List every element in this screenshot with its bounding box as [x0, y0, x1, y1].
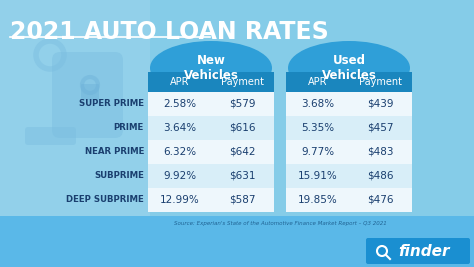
- Text: 2021 AUTO LOAN RATES: 2021 AUTO LOAN RATES: [10, 20, 329, 44]
- FancyBboxPatch shape: [25, 127, 76, 145]
- Text: finder: finder: [398, 244, 450, 258]
- Text: 9.92%: 9.92%: [163, 171, 196, 181]
- Text: $486: $486: [367, 171, 394, 181]
- FancyBboxPatch shape: [366, 238, 470, 264]
- Text: 9.77%: 9.77%: [301, 147, 334, 157]
- Text: 3.68%: 3.68%: [301, 99, 334, 109]
- Text: 3.64%: 3.64%: [163, 123, 196, 133]
- FancyBboxPatch shape: [0, 216, 474, 267]
- Text: 15.91%: 15.91%: [298, 171, 337, 181]
- Text: Used
Vehicles: Used Vehicles: [321, 54, 376, 82]
- Text: $579: $579: [229, 99, 256, 109]
- FancyBboxPatch shape: [286, 164, 412, 188]
- Text: Payment: Payment: [359, 77, 402, 87]
- Text: 6.32%: 6.32%: [163, 147, 196, 157]
- FancyBboxPatch shape: [148, 72, 274, 92]
- Text: SUPER PRIME: SUPER PRIME: [79, 100, 144, 108]
- Text: New
Vehicles: New Vehicles: [183, 54, 238, 82]
- Text: 2.58%: 2.58%: [163, 99, 196, 109]
- Text: 19.85%: 19.85%: [298, 195, 337, 205]
- FancyBboxPatch shape: [148, 92, 274, 116]
- Text: $631: $631: [229, 171, 256, 181]
- Ellipse shape: [288, 41, 410, 95]
- FancyBboxPatch shape: [286, 92, 412, 116]
- Text: $483: $483: [367, 147, 394, 157]
- FancyBboxPatch shape: [148, 140, 274, 164]
- Text: APR: APR: [170, 77, 189, 87]
- FancyBboxPatch shape: [148, 116, 274, 140]
- FancyBboxPatch shape: [286, 140, 412, 164]
- Text: $439: $439: [367, 99, 394, 109]
- FancyBboxPatch shape: [148, 164, 274, 188]
- Text: SUBPRIME: SUBPRIME: [94, 171, 144, 180]
- FancyBboxPatch shape: [148, 188, 274, 212]
- Text: $642: $642: [229, 147, 256, 157]
- FancyBboxPatch shape: [286, 188, 412, 212]
- Text: $587: $587: [229, 195, 256, 205]
- Text: DEEP SUBPRIME: DEEP SUBPRIME: [66, 195, 144, 205]
- Text: Source: Experian's State of the Automotive Finance Market Report – Q3 2021: Source: Experian's State of the Automoti…: [173, 221, 386, 226]
- Text: PRIME: PRIME: [114, 124, 144, 132]
- FancyBboxPatch shape: [81, 84, 99, 100]
- Text: $476: $476: [367, 195, 394, 205]
- Text: APR: APR: [308, 77, 327, 87]
- Ellipse shape: [150, 41, 272, 95]
- FancyBboxPatch shape: [286, 116, 412, 140]
- Text: Payment: Payment: [221, 77, 264, 87]
- Text: $616: $616: [229, 123, 256, 133]
- Text: 12.99%: 12.99%: [160, 195, 200, 205]
- Text: 5.35%: 5.35%: [301, 123, 334, 133]
- FancyBboxPatch shape: [286, 72, 412, 92]
- Text: NEAR PRIME: NEAR PRIME: [85, 147, 144, 156]
- FancyBboxPatch shape: [0, 0, 150, 267]
- FancyBboxPatch shape: [52, 52, 123, 138]
- Text: $457: $457: [367, 123, 394, 133]
